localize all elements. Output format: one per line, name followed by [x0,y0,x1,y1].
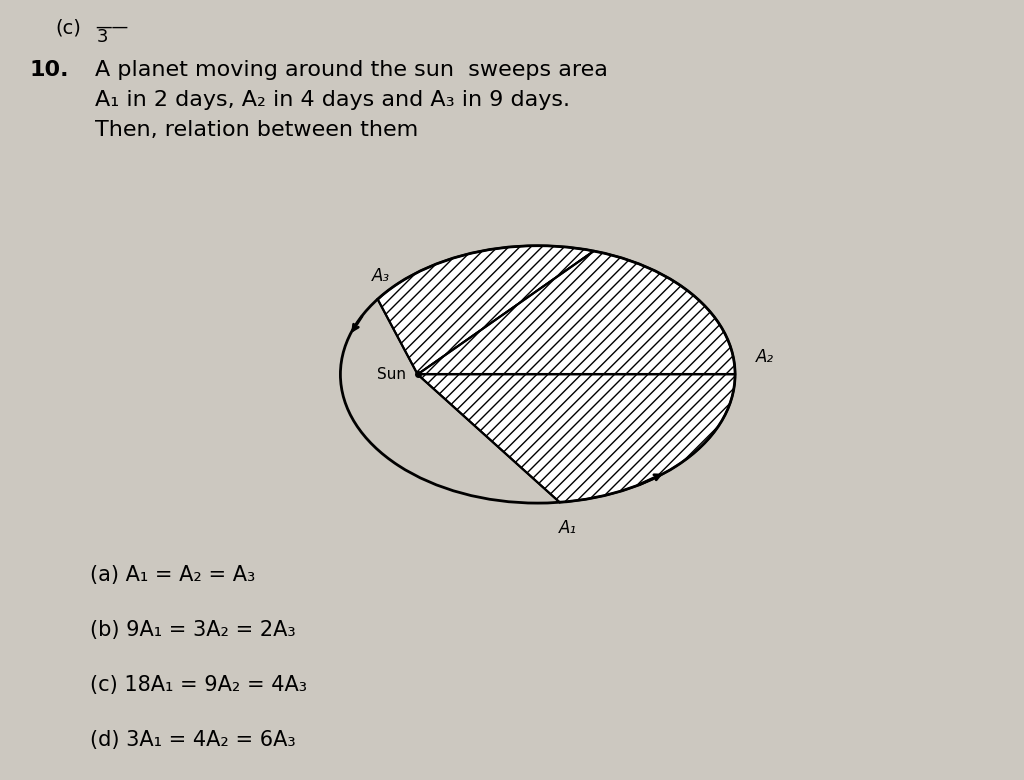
Text: (d) 3A₁ = 4A₂ = 6A₃: (d) 3A₁ = 4A₂ = 6A₃ [90,730,296,750]
Text: 10.: 10. [30,60,70,80]
Text: (c) 18A₁ = 9A₂ = 4A₃: (c) 18A₁ = 9A₂ = 4A₃ [90,675,307,695]
Polygon shape [418,374,735,502]
Text: A₃: A₃ [372,268,390,285]
Text: (a) A₁ = A₂ = A₃: (a) A₁ = A₂ = A₃ [90,565,255,585]
Polygon shape [378,246,594,374]
Text: (b) 9A₁ = 3A₂ = 2A₃: (b) 9A₁ = 3A₂ = 2A₃ [90,620,296,640]
Text: A₁: A₁ [559,519,578,537]
Text: 3: 3 [97,28,109,46]
Polygon shape [418,251,735,374]
Text: A₂: A₂ [756,348,774,367]
Text: (c): (c) [55,18,81,37]
Text: A planet moving around the sun  sweeps area: A planet moving around the sun sweeps ar… [95,60,608,80]
Text: Then, relation between them: Then, relation between them [95,120,418,140]
Text: ——: —— [95,18,128,36]
Text: Sun: Sun [377,367,406,382]
Text: A₁ in 2 days, A₂ in 4 days and A₃ in 9 days.: A₁ in 2 days, A₂ in 4 days and A₃ in 9 d… [95,90,570,110]
